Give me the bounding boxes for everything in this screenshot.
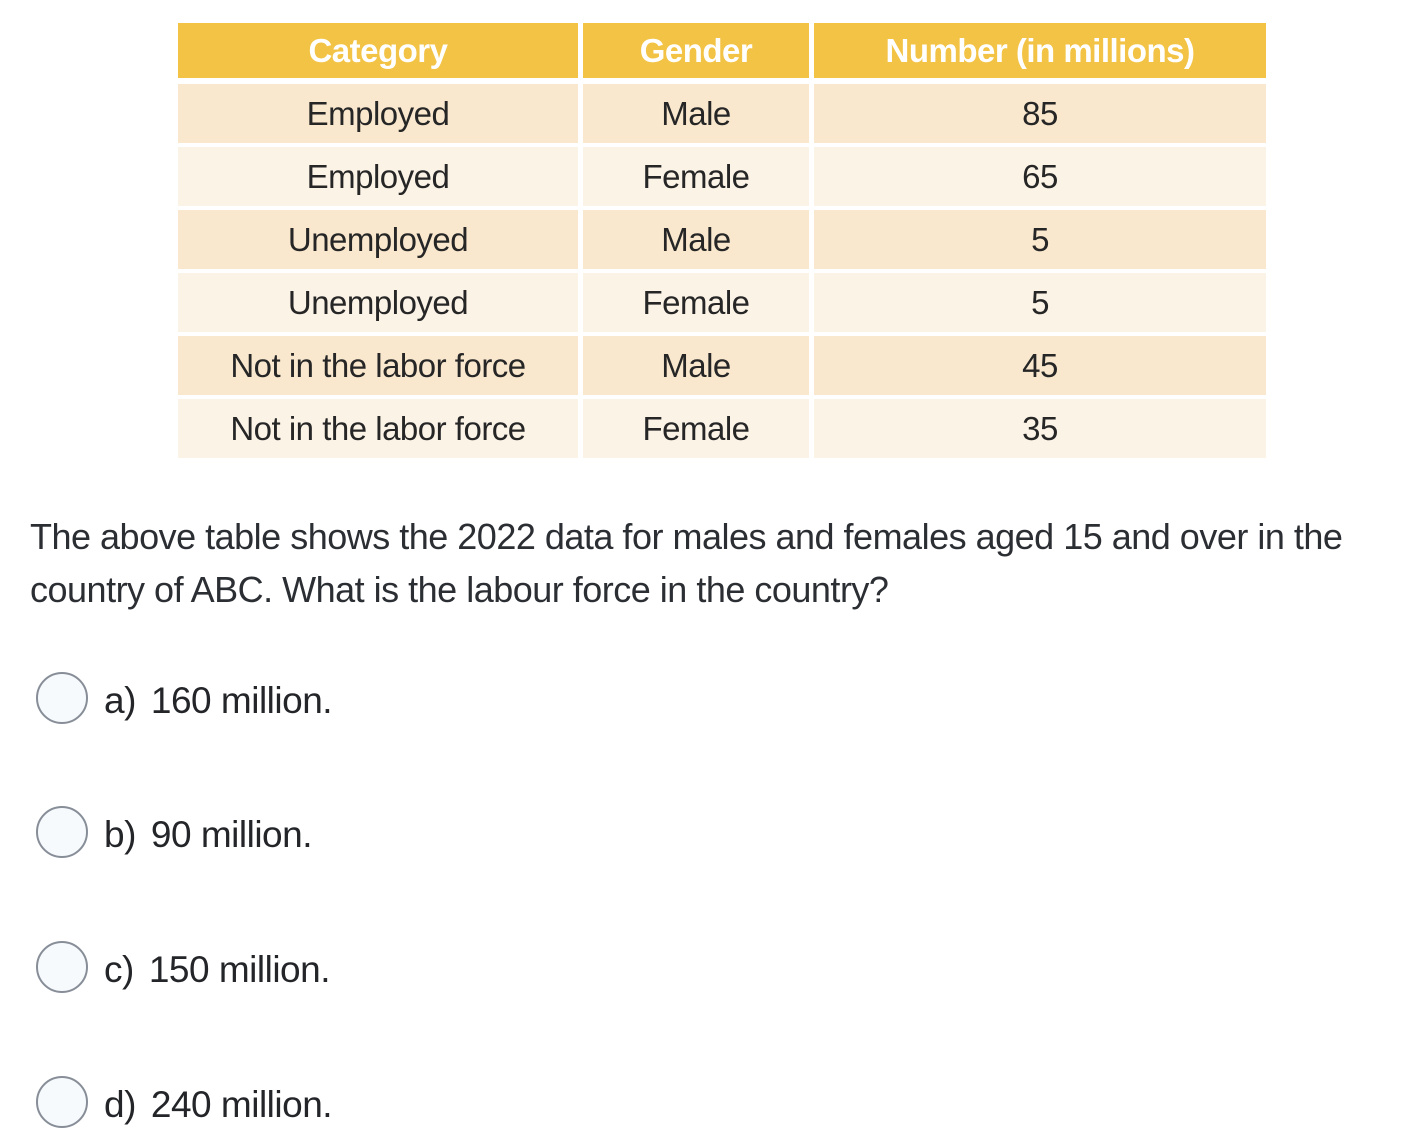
cell-category: Employed [178,84,583,147]
option-prefix: b) [104,814,136,855]
option-prefix: a) [104,680,136,721]
table-row: Employed Male 85 [178,84,1266,147]
option-text: d) 240 million. [104,1084,333,1126]
radio-button-c[interactable] [36,941,88,993]
cell-gender: Male [583,210,814,273]
cell-gender: Male [583,336,814,399]
table-header-row: Category Gender Number (in millions) [178,23,1266,84]
cell-gender: Female [583,399,814,462]
option-prefix: c) [104,949,134,990]
table-row: Employed Female 65 [178,147,1266,210]
labor-force-table: Category Gender Number (in millions) Emp… [178,23,1266,462]
cell-number: 5 [814,273,1266,336]
table-row: Unemployed Female 5 [178,273,1266,336]
cell-category: Unemployed [178,210,583,273]
option-text: b) 90 million. [104,814,312,856]
cell-gender: Female [583,147,814,210]
option-label: 90 million. [150,814,313,855]
table-row: Not in the labor force Female 35 [178,399,1266,462]
option-prefix: d) [104,1084,136,1125]
answer-option-c[interactable]: c) 150 million. [36,941,330,993]
cell-number: 5 [814,210,1266,273]
cell-category: Not in the labor force [178,399,583,462]
cell-gender: Female [583,273,814,336]
header-number: Number (in millions) [814,23,1266,84]
radio-button-b[interactable] [36,806,88,858]
question-text: The above table shows the 2022 data for … [30,516,1343,610]
cell-number: 65 [814,147,1266,210]
cell-number: 45 [814,336,1266,399]
table-row: Unemployed Male 5 [178,210,1266,273]
answer-option-d[interactable]: d) 240 million. [36,1076,333,1128]
answer-option-a[interactable]: a) 160 million. [36,672,333,724]
cell-number: 35 [814,399,1266,462]
header-gender: Gender [583,23,814,84]
option-text: c) 150 million. [104,949,330,991]
answer-option-b[interactable]: b) 90 million. [36,806,312,858]
header-category: Category [178,23,583,84]
option-label: 150 million. [148,949,331,990]
cell-category: Unemployed [178,273,583,336]
cell-category: Employed [178,147,583,210]
radio-button-a[interactable] [36,672,88,724]
cell-gender: Male [583,84,814,147]
cell-number: 85 [814,84,1266,147]
radio-button-d[interactable] [36,1076,88,1128]
option-label: 160 million. [150,680,333,721]
table-row: Not in the labor force Male 45 [178,336,1266,399]
option-text: a) 160 million. [104,680,333,722]
cell-category: Not in the labor force [178,336,583,399]
option-label: 240 million. [150,1084,333,1125]
